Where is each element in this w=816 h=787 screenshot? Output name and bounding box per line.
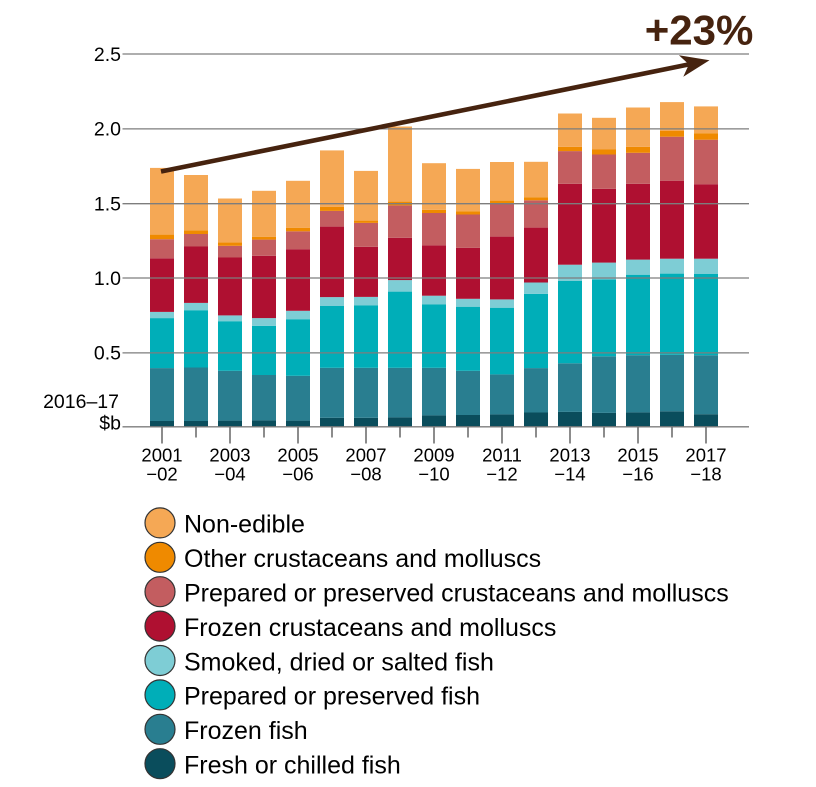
svg-text:Prepared or preserved crustace: Prepared or preserved crustaceans and mo… xyxy=(184,580,729,608)
svg-text:−06: −06 xyxy=(282,464,313,485)
svg-text:−12: −12 xyxy=(486,464,517,485)
svg-text:−02: −02 xyxy=(146,464,177,485)
svg-text:2011: 2011 xyxy=(482,445,522,466)
svg-text:2009: 2009 xyxy=(413,445,454,466)
svg-text:−18: −18 xyxy=(690,464,721,485)
svg-text:1.0: 1.0 xyxy=(94,268,121,290)
svg-text:2.0: 2.0 xyxy=(94,119,121,141)
svg-text:Frozen fish: Frozen fish xyxy=(184,717,308,745)
svg-text:−14: −14 xyxy=(554,464,585,485)
svg-text:2017: 2017 xyxy=(685,445,726,466)
svg-text:1.5: 1.5 xyxy=(94,194,121,216)
svg-text:Prepared or preserved fish: Prepared or preserved fish xyxy=(184,683,480,711)
svg-text:2007: 2007 xyxy=(345,445,386,466)
svg-text:$b: $b xyxy=(99,413,121,435)
svg-text:Fresh or chilled fish: Fresh or chilled fish xyxy=(184,752,401,780)
svg-text:0.5: 0.5 xyxy=(94,343,121,365)
svg-text:2003: 2003 xyxy=(209,445,250,466)
svg-text:2001: 2001 xyxy=(141,445,182,466)
svg-text:2.5: 2.5 xyxy=(94,44,121,66)
svg-text:Smoked, dried or salted fish: Smoked, dried or salted fish xyxy=(184,648,494,676)
svg-text:2005: 2005 xyxy=(277,445,318,466)
svg-text:2016–17: 2016–17 xyxy=(43,391,119,413)
svg-text:−10: −10 xyxy=(418,464,449,485)
svg-text:2015: 2015 xyxy=(617,445,658,466)
svg-text:−08: −08 xyxy=(350,464,381,485)
svg-text:−04: −04 xyxy=(214,464,245,485)
svg-text:+23%: +23% xyxy=(645,7,754,54)
svg-text:Non-edible: Non-edible xyxy=(184,511,305,539)
svg-text:2013: 2013 xyxy=(549,445,590,466)
svg-text:Frozen crustaceans and mollusc: Frozen crustaceans and molluscs xyxy=(184,614,556,642)
svg-text:Other crustaceans and molluscs: Other crustaceans and molluscs xyxy=(184,545,541,573)
svg-text:−16: −16 xyxy=(622,464,653,485)
